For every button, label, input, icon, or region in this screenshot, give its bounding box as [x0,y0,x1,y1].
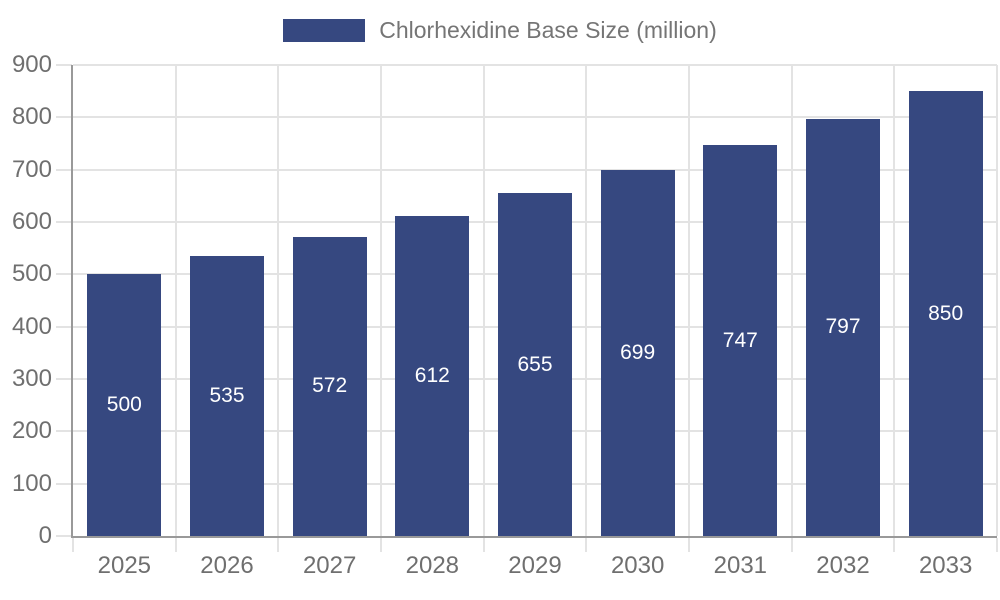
x-tick-label: 2025 [97,552,152,579]
y-tick-label: 0 [38,522,52,549]
x-tick-mark [174,538,177,552]
bar-2029: 655 [498,193,572,536]
x-tick-label: 2030 [610,552,665,579]
y-tick-mark [56,482,72,485]
y-tick-mark [56,64,72,66]
y-tick-mark [56,168,72,171]
gridline-vertical [893,65,896,536]
y-tick-mark [56,378,72,380]
x-tick-label: 2029 [508,552,562,579]
y-axis-line [71,65,73,538]
x-tick-mark [585,538,588,552]
gridline-horizontal [73,116,997,119]
x-tick-mark [277,538,280,552]
y-tick-mark [56,273,72,276]
gridline-vertical [174,65,177,536]
y-tick-mark [56,535,72,537]
legend-label: Chlorhexidine Base Size (million) [379,17,717,43]
legend: Chlorhexidine Base Size (million) [0,17,1000,43]
bar-2030: 699 [600,170,675,536]
bar-value-label: 797 [825,315,861,339]
bar-2027: 572 [292,236,367,536]
x-tick-mark [72,538,74,552]
x-tick-mark [688,538,690,552]
y-tick-label: 400 [11,312,52,340]
y-tick-label: 700 [11,155,52,183]
y-tick-label: 900 [11,51,52,78]
y-tick-label: 800 [11,103,52,131]
y-tick-label: 100 [11,469,52,497]
bar-value-label: 747 [722,328,758,352]
bar-value-label: 850 [928,301,964,325]
x-tick-label: 2032 [816,552,870,579]
gridline-vertical [380,65,382,536]
x-tick-label: 2028 [405,552,460,579]
gridline-horizontal [73,64,997,66]
y-tick-label: 500 [11,260,52,288]
x-tick-label: 2033 [918,552,973,579]
y-tick-mark [56,325,72,328]
gridline-vertical [585,65,588,536]
x-tick-mark [996,538,998,552]
bar-2032: 797 [806,118,880,536]
gridline-vertical [790,65,793,536]
y-tick-mark [56,116,72,119]
legend-swatch [283,18,366,42]
bar-value-label: 535 [209,384,245,407]
x-tick-mark [380,538,382,552]
bar-2026: 535 [190,256,264,536]
bar-value-label: 572 [312,374,348,398]
y-tick-label: 600 [11,208,52,235]
x-tick-label: 2031 [713,552,768,579]
bar-2028: 612 [395,215,470,536]
x-tick-label: 2027 [302,552,357,579]
y-tick-mark [56,221,72,223]
bar-2031: 747 [703,145,778,536]
x-axis-line [71,536,997,538]
bar-2025: 500 [87,274,162,536]
y-tick-label: 300 [11,365,52,392]
gridline-vertical [688,65,690,536]
gridline-vertical [277,65,280,536]
y-tick-label: 200 [11,417,52,445]
bar-value-label: 612 [414,363,450,387]
bar-value-label: 655 [517,352,553,376]
bar-value-label: 500 [106,393,142,417]
gridline-vertical [996,65,998,536]
bar-value-label: 699 [620,341,656,365]
x-tick-mark [893,538,896,552]
x-tick-label: 2026 [200,552,254,579]
gridline-vertical [482,65,485,536]
x-tick-mark [482,538,485,552]
x-tick-mark [790,538,793,552]
y-tick-mark [56,430,72,433]
bar-2033: 850 [908,91,983,536]
gridline-horizontal [73,168,997,171]
